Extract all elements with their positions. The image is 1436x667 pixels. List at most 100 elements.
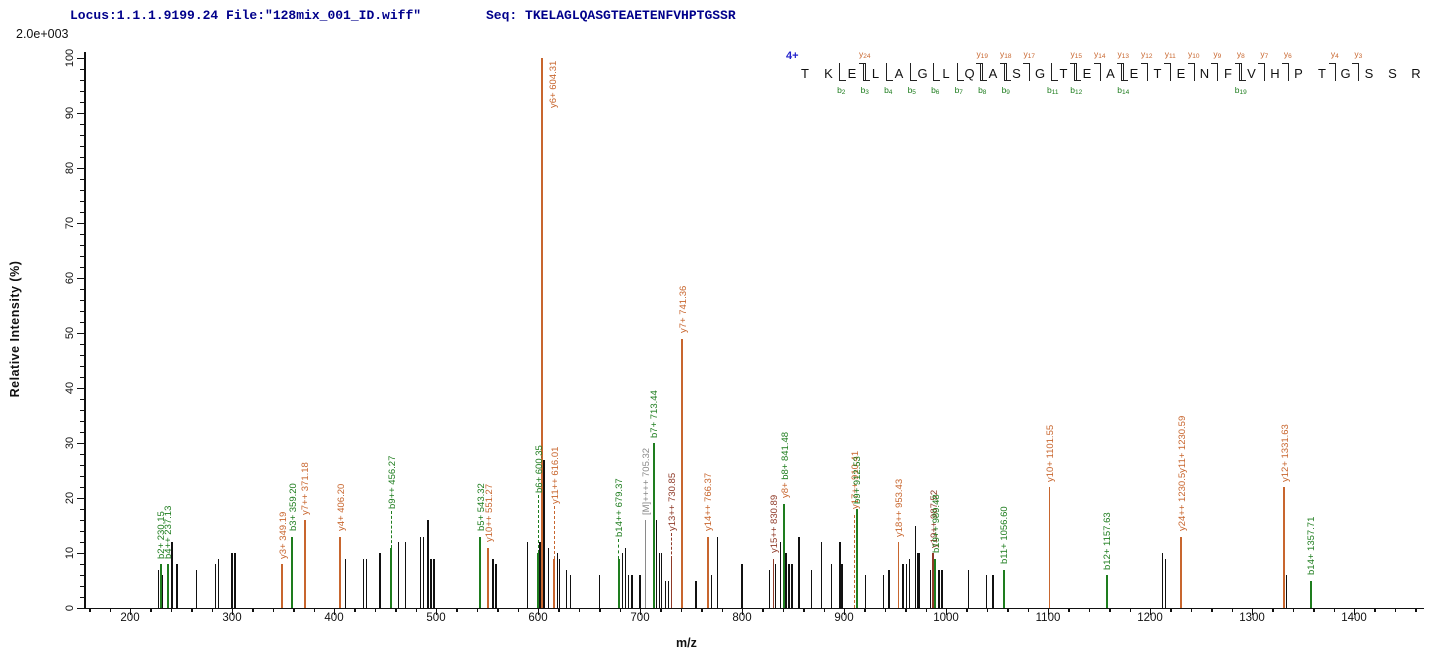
unassigned-peak [710,575,713,608]
unassigned-peak [941,569,943,608]
y-tick-major [77,223,84,225]
matched-peak [541,58,544,608]
x-tick-minor [415,608,417,612]
matched-peak [783,503,786,608]
unassigned-peak [234,553,236,608]
b-ion-mark [1050,63,1052,81]
b-ion-mark [980,79,988,81]
y-tick-label: 100 [64,48,76,68]
y-ion-mark [1258,63,1266,65]
x-tick-label: 700 [630,612,650,624]
unassigned-peak [547,547,549,608]
x-tick-minor [1190,608,1193,612]
y-ion-mark [1029,63,1031,81]
peak-label-part: b3+ 359.20 [287,483,299,531]
x-tick-minor [252,608,254,612]
y-ion-mark [1005,63,1007,81]
y-tick-minor [80,322,84,324]
matched-peak [932,553,935,608]
b-ion-mark [839,63,841,81]
y-tick-minor [80,256,84,258]
unassigned-peak [902,564,904,608]
peak-label-part: y10++ 551.27 [483,483,495,542]
b-ion-mark [1238,63,1240,81]
peak-label-part: b7+ 713.44 [649,389,661,438]
y-ion-label: y3 [1354,49,1363,60]
residue-letter: H [1270,66,1280,81]
x-tick-minor [578,608,581,612]
y-tick-minor [80,421,84,423]
x-tick-minor [660,608,662,612]
peak-label-part: y12+ 1331.63 [1279,423,1291,482]
matched-peak [281,564,284,608]
b-ion-label: b4 [884,85,893,96]
x-tick-minor [1415,608,1417,612]
peak-label: b3+ 359.20 [288,483,299,531]
y-tick-minor [80,355,84,357]
x-tick-minor [497,608,499,612]
y-tick-major [77,443,84,445]
b-ion-mark [1238,79,1246,81]
matched-peak [390,547,393,608]
unassigned-peak [992,575,994,608]
y-ion-label: y13 [1117,49,1129,60]
unassigned-peak [556,553,559,608]
y-tick-minor [80,102,84,104]
y-ion-mark [1146,63,1148,81]
peak-label-part: b4++ 237.13 [163,505,175,559]
x-tick-minor [1129,608,1131,612]
x-tick-major [640,608,642,615]
x-tick-major [946,608,948,615]
peak-label-part: y24++ 1230.5 [1176,472,1188,531]
x-tick-label: 200 [120,612,140,624]
x-tick-minor [89,608,91,612]
y-ion-mark [1023,63,1031,65]
unassigned-peak [539,542,541,608]
residue-letter: N [1199,66,1210,81]
y-tick-minor [80,212,84,214]
matched-peak [487,547,490,608]
x-tick-minor [1374,608,1376,612]
x-tick-minor [476,608,479,612]
x-tick-minor [293,608,295,612]
y-tick-minor [80,399,84,401]
y-ion-label: y24 [859,49,871,60]
peak-label-part: b6+ 600.35 [533,444,545,493]
unassigned-peak [430,558,432,608]
y-ion-label: y19 [976,49,988,60]
peak-label-part: y14++ 766.37 [703,472,715,531]
y-tick-minor [80,454,84,456]
unassigned-peak [667,580,670,608]
residue-letter: Q [964,66,975,81]
peak-label: b6+ 600.35 [534,445,545,493]
y-tick-label: 50 [64,326,76,340]
y-ion-label: y4 [1330,49,1339,60]
residue-letter: V [1247,66,1256,81]
x-tick-minor [966,608,968,612]
x-tick-label: 600 [528,612,548,624]
peak-label: y4+ 406.20 [336,484,347,531]
peak-label-part: y4+ 406.20 [335,483,347,531]
x-tick-minor [680,608,683,612]
unassigned-peak [379,553,381,608]
y-tick-minor [80,509,84,511]
residue-letter: G [917,66,928,81]
x-tick-minor [782,608,785,612]
y-ion-label: y18 [1000,49,1012,60]
y-tick-major [77,553,84,555]
residue-letter: F [1224,66,1232,81]
matched-peak [303,520,306,608]
peak-label-part: b19++ 989.48 [930,494,942,553]
matched-peak [479,536,482,608]
residue-letter: R [1411,66,1421,81]
residue-letter: T [801,66,809,81]
matched-peak [681,338,684,608]
y-tick-label: 80 [64,161,76,175]
unassigned-peak [864,575,867,608]
unassigned-peak [788,564,790,608]
x-tick-minor [1211,608,1213,612]
peak-label: b4++ 237.13 [163,505,174,558]
peak-label: y12+ 1331.63 [1280,424,1291,482]
unassigned-peak [195,569,197,608]
unassigned-peak [423,536,425,608]
